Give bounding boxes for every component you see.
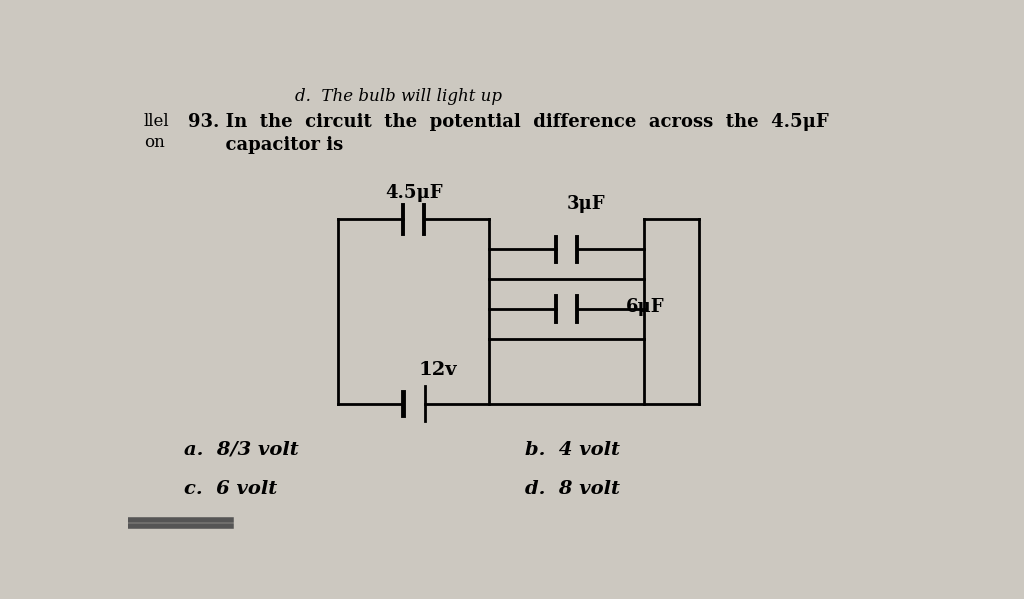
- Text: llel: llel: [143, 113, 170, 131]
- Text: a.  8/3 volt: a. 8/3 volt: [183, 441, 298, 459]
- Text: c.  6 volt: c. 6 volt: [183, 480, 276, 498]
- Text: capacitor is: capacitor is: [187, 135, 343, 153]
- Text: 3μF: 3μF: [567, 195, 605, 213]
- Text: 6μF: 6μF: [626, 298, 665, 316]
- Text: d.  8 volt: d. 8 volt: [524, 480, 620, 498]
- Text: b.  4 volt: b. 4 volt: [524, 441, 620, 459]
- Text: 12v: 12v: [418, 361, 457, 379]
- Text: on: on: [143, 134, 165, 151]
- Text: 4.5μF: 4.5μF: [385, 184, 442, 202]
- Text: d.  The bulb will light up: d. The bulb will light up: [295, 88, 502, 105]
- Text: 93. In  the  circuit  the  potential  difference  across  the  4.5μF: 93. In the circuit the potential differe…: [187, 113, 828, 131]
